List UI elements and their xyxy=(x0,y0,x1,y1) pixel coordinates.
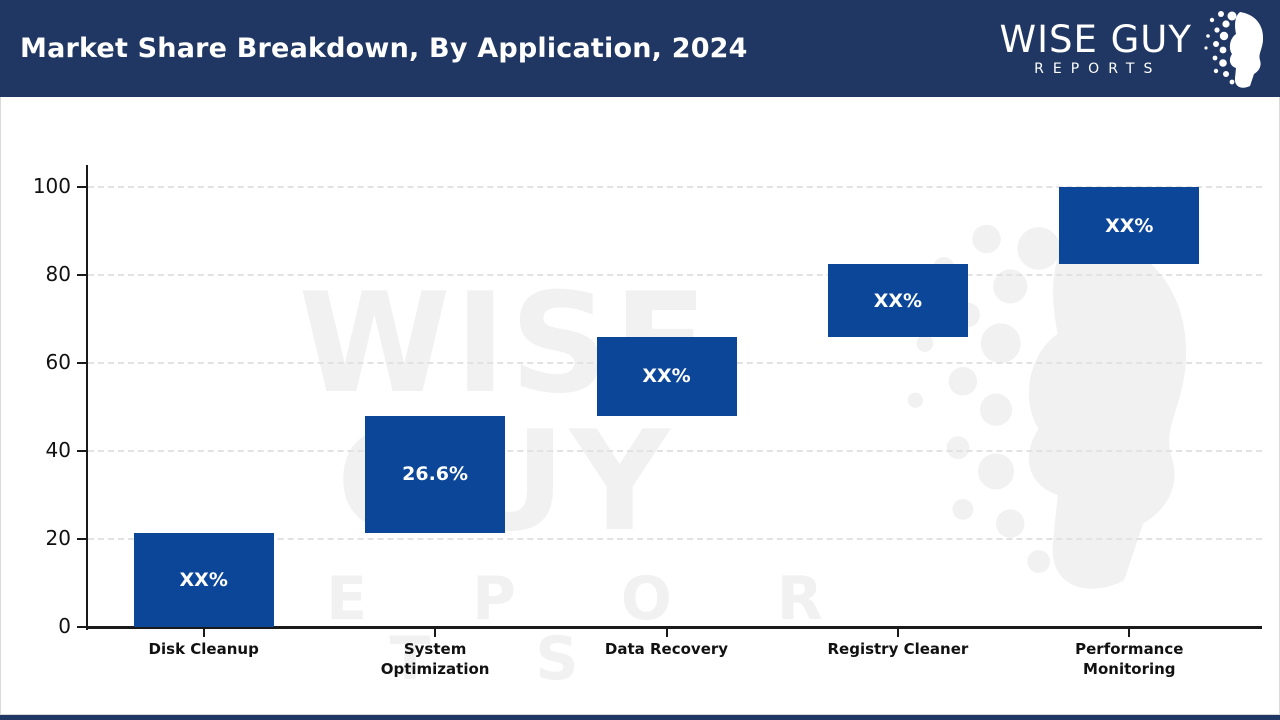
header-bar: Market Share Breakdown, By Application, … xyxy=(0,0,1280,97)
y-tick xyxy=(77,450,86,452)
bar-value-label: XX% xyxy=(873,289,923,312)
y-tick xyxy=(77,538,86,540)
footer-bar xyxy=(0,715,1280,720)
x-tick xyxy=(896,629,899,637)
gridline xyxy=(88,450,1262,452)
y-tick-label: 20 xyxy=(45,526,71,550)
page-title: Market Share Breakdown, By Application, … xyxy=(20,33,748,64)
y-tick-label: 0 xyxy=(58,614,71,638)
gridline xyxy=(88,538,1262,540)
y-axis xyxy=(86,165,88,630)
bar-segment: XX% xyxy=(133,532,274,627)
y-tick-label: 40 xyxy=(45,438,71,462)
bar-segment: XX% xyxy=(1059,187,1200,264)
x-tick xyxy=(434,629,437,637)
watermark-head-icon xyxy=(907,224,1187,589)
category-label: System Optimization xyxy=(380,640,490,679)
bar-value-label: 26.6% xyxy=(402,463,469,486)
brand-logo-text: WISE GUY REPORTS xyxy=(1000,21,1192,76)
x-tick xyxy=(665,629,668,637)
y-tick xyxy=(77,186,86,188)
bar-segment: XX% xyxy=(827,264,968,338)
category-label: Data Recovery xyxy=(604,640,729,658)
brand-logo: WISE GUY REPORTS xyxy=(1000,8,1266,90)
x-tick xyxy=(1128,629,1131,637)
y-tick xyxy=(77,274,86,276)
y-tick-label: 60 xyxy=(45,350,71,374)
bar-value-label: XX% xyxy=(179,568,228,591)
x-axis xyxy=(86,626,1262,629)
y-tick-label: 80 xyxy=(45,262,71,286)
brand-subname: REPORTS xyxy=(1034,61,1162,77)
dotted-head-icon xyxy=(1204,10,1264,88)
y-tick-label: 100 xyxy=(32,174,71,198)
bar-segment: 26.6% xyxy=(365,415,506,533)
bar-segment: XX% xyxy=(596,337,737,416)
y-tick xyxy=(77,362,86,364)
bar-value-label: XX% xyxy=(642,365,691,388)
category-label: Disk Cleanup xyxy=(148,640,259,658)
x-tick xyxy=(202,629,205,637)
gridline xyxy=(88,186,1262,188)
bar-value-label: XX% xyxy=(1105,214,1154,237)
y-tick xyxy=(77,626,86,628)
gridline xyxy=(88,274,1262,276)
brand-name: WISE GUY xyxy=(999,18,1192,61)
category-label: Registry Cleaner xyxy=(827,640,969,658)
category-label: Performance Monitoring xyxy=(1075,640,1184,679)
